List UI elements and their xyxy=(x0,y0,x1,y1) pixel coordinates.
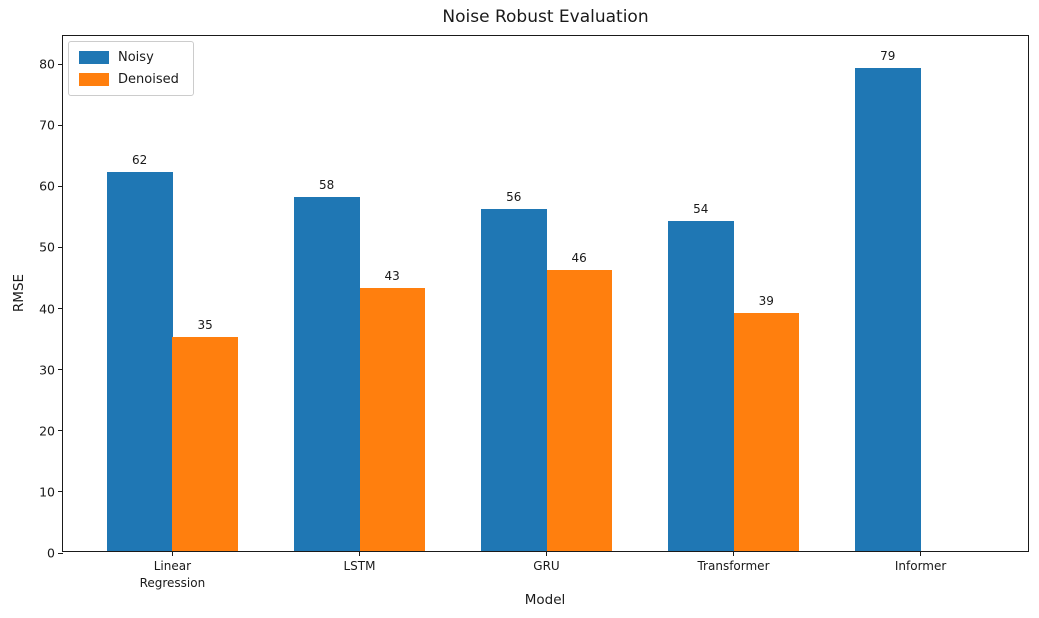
y-tick-label: 60 xyxy=(39,178,55,194)
bar-denoised-linear-regression xyxy=(172,337,238,551)
bar-noisy-linear-regression xyxy=(107,172,173,551)
y-tick-label: 30 xyxy=(39,362,55,378)
bar-value-label: 56 xyxy=(506,189,522,204)
y-tick-mark xyxy=(58,491,63,493)
x-tick-mark xyxy=(171,551,173,556)
x-tick-label-informer: Informer xyxy=(894,559,947,573)
legend-item-denoised: Denoised xyxy=(79,72,179,87)
bar-noisy-informer xyxy=(855,68,921,551)
y-tick-mark xyxy=(58,124,63,126)
y-tick-mark xyxy=(58,552,63,554)
x-tick-mark xyxy=(359,551,360,556)
y-tick-label: 70 xyxy=(39,117,55,133)
bar-value-label: 46 xyxy=(571,250,587,265)
x-axis-label: Model xyxy=(524,592,566,608)
y-tick-mark xyxy=(58,246,63,248)
legend-item-noisy: Noisy xyxy=(79,50,179,65)
bar-denoised-lstm xyxy=(359,288,425,551)
y-tick-label: 50 xyxy=(39,239,55,255)
bar-value-label: 62 xyxy=(132,153,148,168)
y-tick-label: 0 xyxy=(47,545,55,561)
x-tick-mark xyxy=(733,551,734,556)
x-tick-mark xyxy=(546,551,547,556)
plot-area: Noisy Denoised 0 10 20 30 40 50 60 70 80 Linear Re… xyxy=(39,35,1029,590)
x-tick-label-linear-regression: Linear Regression xyxy=(139,559,206,590)
bar-value-label: 58 xyxy=(319,177,335,192)
bar-value-label: 79 xyxy=(880,49,896,64)
y-tick-mark xyxy=(58,185,63,187)
bar-denoised-gru xyxy=(546,269,612,551)
bar-denoised-transformer xyxy=(733,312,799,551)
legend-swatch-denoised xyxy=(79,73,109,86)
bar-noisy-gru xyxy=(481,208,547,551)
y-tick-mark xyxy=(58,308,63,310)
x-tick-label-gru: GRU xyxy=(533,559,560,573)
bar-noisy-transformer xyxy=(668,221,734,551)
x-tick-label-lstm: LSTM xyxy=(343,559,376,573)
bar-noisy-lstm xyxy=(294,196,360,551)
y-tick-mark xyxy=(58,63,63,65)
y-tick-label: 10 xyxy=(39,484,55,500)
y-tick-mark xyxy=(58,430,63,432)
y-tick-mark xyxy=(58,369,63,371)
bar-value-label: 43 xyxy=(384,269,400,284)
y-tick-label: 80 xyxy=(39,56,55,72)
legend-label: Noisy xyxy=(118,50,154,65)
bar-value-label: 39 xyxy=(758,293,774,308)
x-tick-label-transformer: Transformer xyxy=(697,559,770,573)
legend: Noisy Denoised xyxy=(68,41,194,96)
legend-swatch-noisy xyxy=(79,51,109,64)
bar-value-label: 54 xyxy=(693,202,709,216)
chart-title: Noise Robust Evaluation xyxy=(442,7,649,27)
y-tick-label: 20 xyxy=(39,423,55,439)
bar-value-label: 35 xyxy=(197,318,213,333)
x-tick-mark xyxy=(920,551,922,556)
legend-label: Denoised xyxy=(118,72,179,87)
y-tick-label: 40 xyxy=(39,301,55,317)
